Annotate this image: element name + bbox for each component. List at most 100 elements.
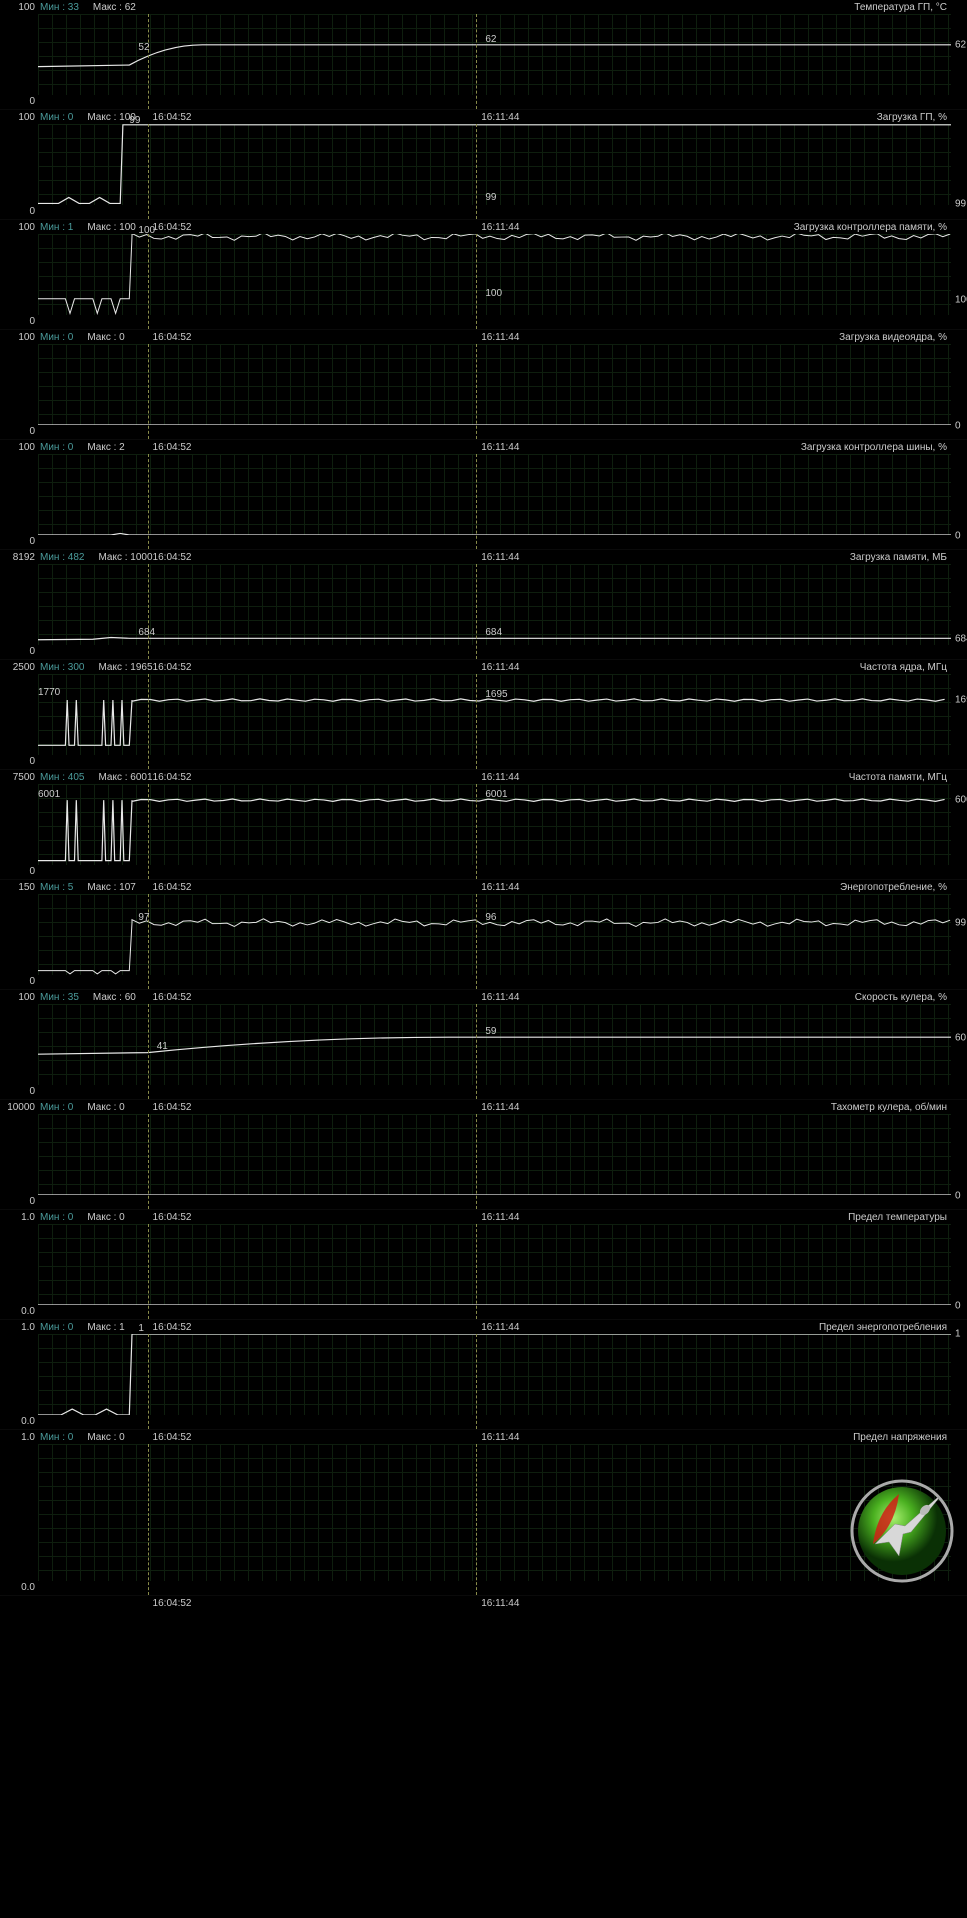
time-marker: 16:04:52	[148, 124, 149, 219]
plot-area[interactable]: 16:04:5216:11:44	[38, 1444, 951, 1581]
monitoring-panels: Мин : 33Макс : 62Температура ГП, °C10001…	[0, 0, 967, 1596]
current-value: 1695	[953, 695, 967, 706]
time-marker: 16:11:44	[476, 1224, 477, 1319]
plot-area[interactable]: 16:04:5216:11:4417701695	[38, 674, 951, 755]
time-marker: 16:04:52	[148, 14, 149, 109]
y-axis-max: 1.0	[0, 1212, 35, 1223]
max-label: Макс : 6001	[98, 772, 152, 783]
plot-area[interactable]: 16:04:5216:11:449999	[38, 124, 951, 205]
plot-area[interactable]: 16:04:5216:11:444159	[38, 1004, 951, 1085]
y-axis-max: 100	[0, 2, 35, 13]
y-axis-max: 8192	[0, 552, 35, 563]
graph-title: Частота памяти, МГц	[849, 772, 947, 783]
time-marker: 16:11:44	[476, 564, 477, 659]
time-marker: 16:11:44	[476, 344, 477, 439]
y-axis-max: 1.0	[0, 1322, 35, 1333]
graph-title: Загрузка ГП, %	[877, 112, 947, 123]
y-axis-min: 0.0	[0, 1416, 35, 1427]
max-label: Макс : 0	[87, 1212, 124, 1223]
y-axis-min: 0	[0, 96, 35, 107]
graph-header: Мин : 1 Макс : 100	[40, 222, 136, 233]
max-label: Макс : 2	[87, 442, 124, 453]
graph-panel: Мин : 35Макс : 60Скорость кулера, %10001…	[0, 990, 967, 1100]
time-marker: 16:11:44	[476, 1004, 477, 1099]
time-marker: 16:04:52	[148, 1224, 149, 1319]
time-marker: 16:11:44	[476, 894, 477, 989]
plot-area[interactable]: 16:04:5216:11:44	[38, 344, 951, 425]
time-marker: 16:11:44	[476, 784, 477, 879]
y-axis-min: 0	[0, 536, 35, 547]
data-line-svg	[38, 344, 951, 425]
plot-area[interactable]: 16:04:5216:11:44	[38, 454, 951, 535]
min-label: Мин : 0	[40, 1212, 73, 1223]
value-label: 100	[485, 288, 502, 299]
graph-header: Мин : 0Макс : 0	[40, 1432, 125, 1443]
plot-area[interactable]: 16:04:5216:11:44	[38, 1114, 951, 1195]
time-marker: 16:04:52	[148, 1444, 149, 1595]
graph-title: Температура ГП, °C	[854, 2, 947, 13]
time-marker: 16:11:44	[476, 1334, 477, 1429]
value-label: 6001	[485, 789, 507, 800]
value-label: 99	[485, 192, 496, 203]
y-axis-max: 100	[0, 112, 35, 123]
plot-area[interactable]: 16:04:5216:11:441	[38, 1334, 951, 1415]
y-axis-max: 100	[0, 332, 35, 343]
time-marker: 16:04:52	[148, 454, 149, 549]
plot-area[interactable]: 16:04:5216:11:44684684	[38, 564, 951, 645]
current-value: 1	[953, 1329, 967, 1340]
min-label: Мин : 0	[40, 332, 73, 343]
min-label: Мин : 1	[40, 222, 73, 233]
max-label: Макс : 107	[87, 882, 136, 893]
plot-area[interactable]: 16:04:5216:11:445262	[38, 14, 951, 95]
time-marker: 16:04:52	[148, 894, 149, 989]
value-label: 52	[138, 42, 149, 53]
time-marker: 16:04:52	[148, 1334, 149, 1429]
graph-panel: Мин : 0Макс : 0Тахометр кулера, об/мин10…	[0, 1100, 967, 1210]
current-value: 684	[953, 634, 967, 645]
current-value: 0	[953, 1191, 967, 1202]
time-marker: 16:11:44	[476, 454, 477, 549]
data-line-svg	[38, 1224, 951, 1305]
min-label: Мин : 0	[40, 112, 73, 123]
min-label: Мин : 0	[40, 1432, 73, 1443]
max-label: Макс : 1000	[98, 552, 152, 563]
plot-area[interactable]: 16:04:5216:11:449796	[38, 894, 951, 975]
plot-area[interactable]: 16:04:5216:11:44	[38, 1224, 951, 1305]
value-label: 6001	[38, 789, 60, 800]
graph-panel: Мин : 33Макс : 62Температура ГП, °C10001…	[0, 0, 967, 110]
data-line-svg	[38, 1114, 951, 1195]
data-line-svg	[38, 14, 951, 95]
graph-title: Предел температуры	[848, 1212, 947, 1223]
data-line-svg	[38, 894, 951, 975]
plot-area[interactable]: 16:04:5216:11:4460016001	[38, 784, 951, 865]
time-marker-label: 16:11:44	[481, 1598, 519, 1609]
y-axis-min: 0.0	[0, 1582, 35, 1593]
y-axis-min: 0	[0, 756, 35, 767]
value-label: 41	[157, 1041, 168, 1052]
time-marker: 16:04:52	[148, 344, 149, 439]
current-value: 99	[953, 917, 967, 928]
y-axis-min: 0	[0, 866, 35, 877]
time-marker: 16:11:44	[476, 14, 477, 109]
y-axis-max: 150	[0, 882, 35, 893]
plot-area[interactable]: 16:04:5216:11:44100100	[38, 234, 951, 315]
value-label: 59	[485, 1026, 496, 1037]
data-line-svg	[38, 454, 951, 535]
graph-header: Мин : 0Макс : 100	[40, 112, 136, 123]
graph-panel: Мин : 0Макс : 100Загрузка ГП, %100016:04…	[0, 110, 967, 220]
graph-panel: Мин : 0Макс : 0Предел температуры1.00.01…	[0, 1210, 967, 1320]
value-label: 1	[138, 1323, 144, 1334]
value-label: 100	[138, 225, 155, 236]
y-axis-min: 0	[0, 1196, 35, 1207]
min-label: Мин : 5	[40, 882, 73, 893]
time-marker: 16:04:52	[148, 1114, 149, 1209]
graph-header: Мин : 33Макс : 62	[40, 2, 136, 13]
time-marker: 16:11:44	[476, 1444, 477, 1595]
max-label: Макс : 100	[87, 222, 136, 233]
max-label: Макс : 0	[87, 1102, 124, 1113]
graph-title: Загрузка видеоядра, %	[839, 332, 947, 343]
y-axis-max: 7500	[0, 772, 35, 783]
graph-panel: Мин : 0Макс : 0Предел напряжения1.00.016…	[0, 1430, 967, 1596]
time-marker: 16:11:44	[476, 234, 477, 329]
y-axis-max: 2500	[0, 662, 35, 673]
